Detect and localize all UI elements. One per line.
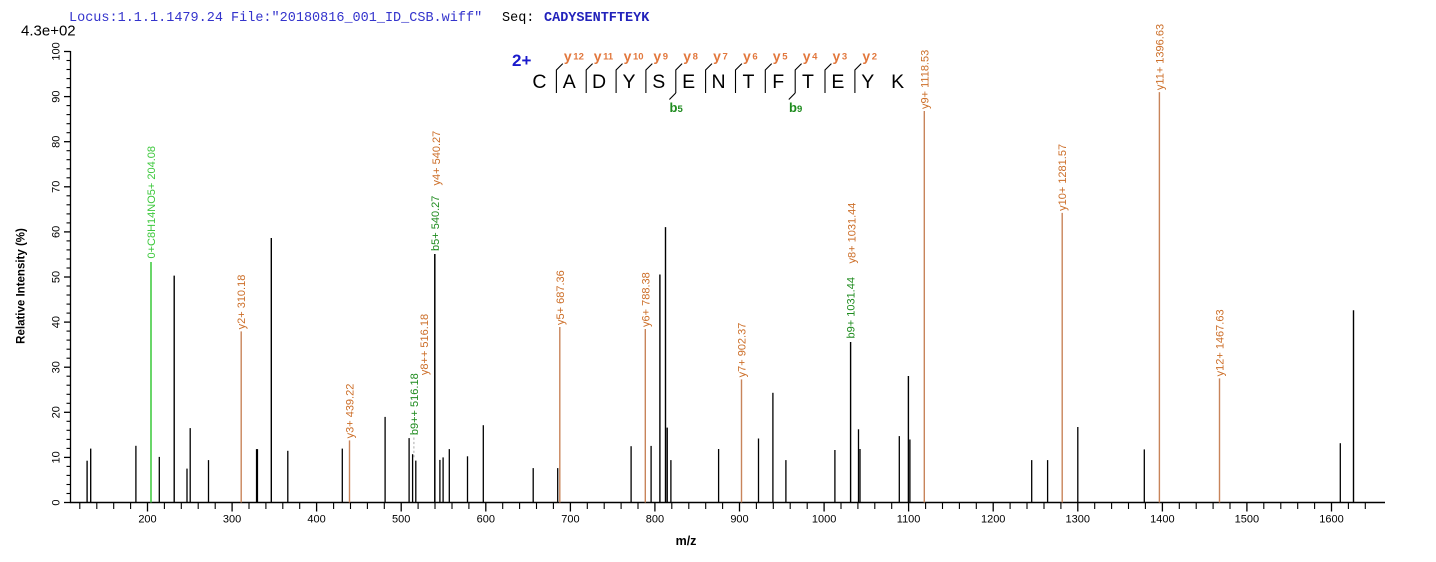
svg-text:m/z: m/z [676,534,697,548]
svg-text:800: 800 [646,514,664,526]
svg-text:Locus:1.1.1.1479.24 File:"2018: Locus:1.1.1.1479.24 File:"20180816_001_I… [69,11,482,26]
svg-text:y3+ 439.22: y3+ 439.22 [345,384,357,439]
svg-text:600: 600 [477,514,495,526]
svg-text:T: T [802,71,814,93]
svg-text:1500: 1500 [1235,514,1259,526]
svg-text:b9++ 516.18: b9++ 516.18 [409,373,421,435]
svg-text:y10: y 10 [624,48,644,64]
svg-text:y2+ 310.18: y2+ 310.18 [236,275,248,330]
svg-text:100: 100 [51,42,63,60]
svg-text:20: 20 [51,406,63,418]
svg-text:Y: Y [622,71,635,93]
svg-text:D: D [592,71,606,93]
svg-text:y7: y7 [713,48,728,64]
svg-text:Seq:: Seq: [502,11,534,26]
svg-text:60: 60 [51,226,63,238]
svg-text:Relative Intensity (%): Relative Intensity (%) [16,228,28,344]
svg-text:y6+ 788.38: y6+ 788.38 [640,272,652,327]
svg-text:y8++ 516.18: y8++ 516.18 [419,314,431,375]
svg-text:1100: 1100 [897,514,921,526]
svg-text:50: 50 [51,271,63,283]
svg-text:400: 400 [307,514,325,526]
svg-text:y7+ 902.37: y7+ 902.37 [737,323,749,378]
svg-text:CADYSENTFTEYK: CADYSENTFTEYK [544,11,650,26]
svg-text:y4+ 540.27: y4+ 540.27 [431,131,443,186]
svg-text:300: 300 [223,514,241,526]
svg-text:1600: 1600 [1319,514,1343,526]
svg-text:1000: 1000 [812,514,836,526]
svg-text:K: K [891,71,904,93]
svg-text:900: 900 [730,514,748,526]
svg-text:2+: 2+ [512,51,531,70]
svg-text:y6: y6 [743,48,758,64]
svg-text:S: S [652,71,665,93]
svg-text:C: C [532,71,546,93]
svg-text:0: 0 [51,499,63,505]
svg-text:b9: b9 [789,100,802,115]
svg-text:y2: y2 [862,48,877,64]
svg-text:y11+ 1396.63: y11+ 1396.63 [1154,24,1166,90]
svg-text:700: 700 [561,514,579,526]
svg-text:y11: y 11 [594,48,614,64]
svg-text:200: 200 [138,514,156,526]
svg-text:b9+ 1031.44: b9+ 1031.44 [846,277,858,338]
svg-text:4.3e+02: 4.3e+02 [21,23,76,40]
svg-text:N: N [711,71,725,93]
svg-text:90: 90 [51,90,63,102]
svg-text:A: A [563,71,576,93]
svg-text:F: F [772,71,784,93]
svg-text:40: 40 [51,316,63,328]
svg-text:Y: Y [861,71,874,93]
svg-text:70: 70 [51,181,63,193]
svg-text:b5+ 540.27: b5+ 540.27 [430,196,442,251]
svg-text:1400: 1400 [1150,514,1174,526]
svg-text:y9: y9 [653,48,668,64]
svg-text:b5: b5 [670,100,684,115]
svg-text:y12+ 1467.63: y12+ 1467.63 [1215,309,1227,376]
svg-text:E: E [682,71,695,93]
svg-text:y4: y4 [803,48,818,64]
svg-text:y9+ 1118.53: y9+ 1118.53 [919,50,931,109]
svg-text:1200: 1200 [981,514,1005,526]
svg-text:y5: y5 [773,48,788,64]
svg-text:y12: y 12 [564,48,584,64]
svg-text:500: 500 [392,514,410,526]
svg-text:30: 30 [51,361,63,373]
svg-text:y8: y8 [683,48,698,64]
svg-text:0+C8H14NO5+ 204.08: 0+C8H14NO5+ 204.08 [146,146,158,259]
svg-text:y10+ 1281.57: y10+ 1281.57 [1057,144,1069,211]
svg-text:y3: y3 [833,48,848,64]
svg-text:10: 10 [51,451,63,463]
svg-text:1300: 1300 [1066,514,1090,526]
svg-text:80: 80 [51,136,63,148]
svg-text:y8+ 1031.44: y8+ 1031.44 [847,203,859,264]
svg-text:y5+ 687.36: y5+ 687.36 [555,270,567,325]
svg-text:E: E [831,71,844,93]
svg-text:T: T [742,71,754,93]
